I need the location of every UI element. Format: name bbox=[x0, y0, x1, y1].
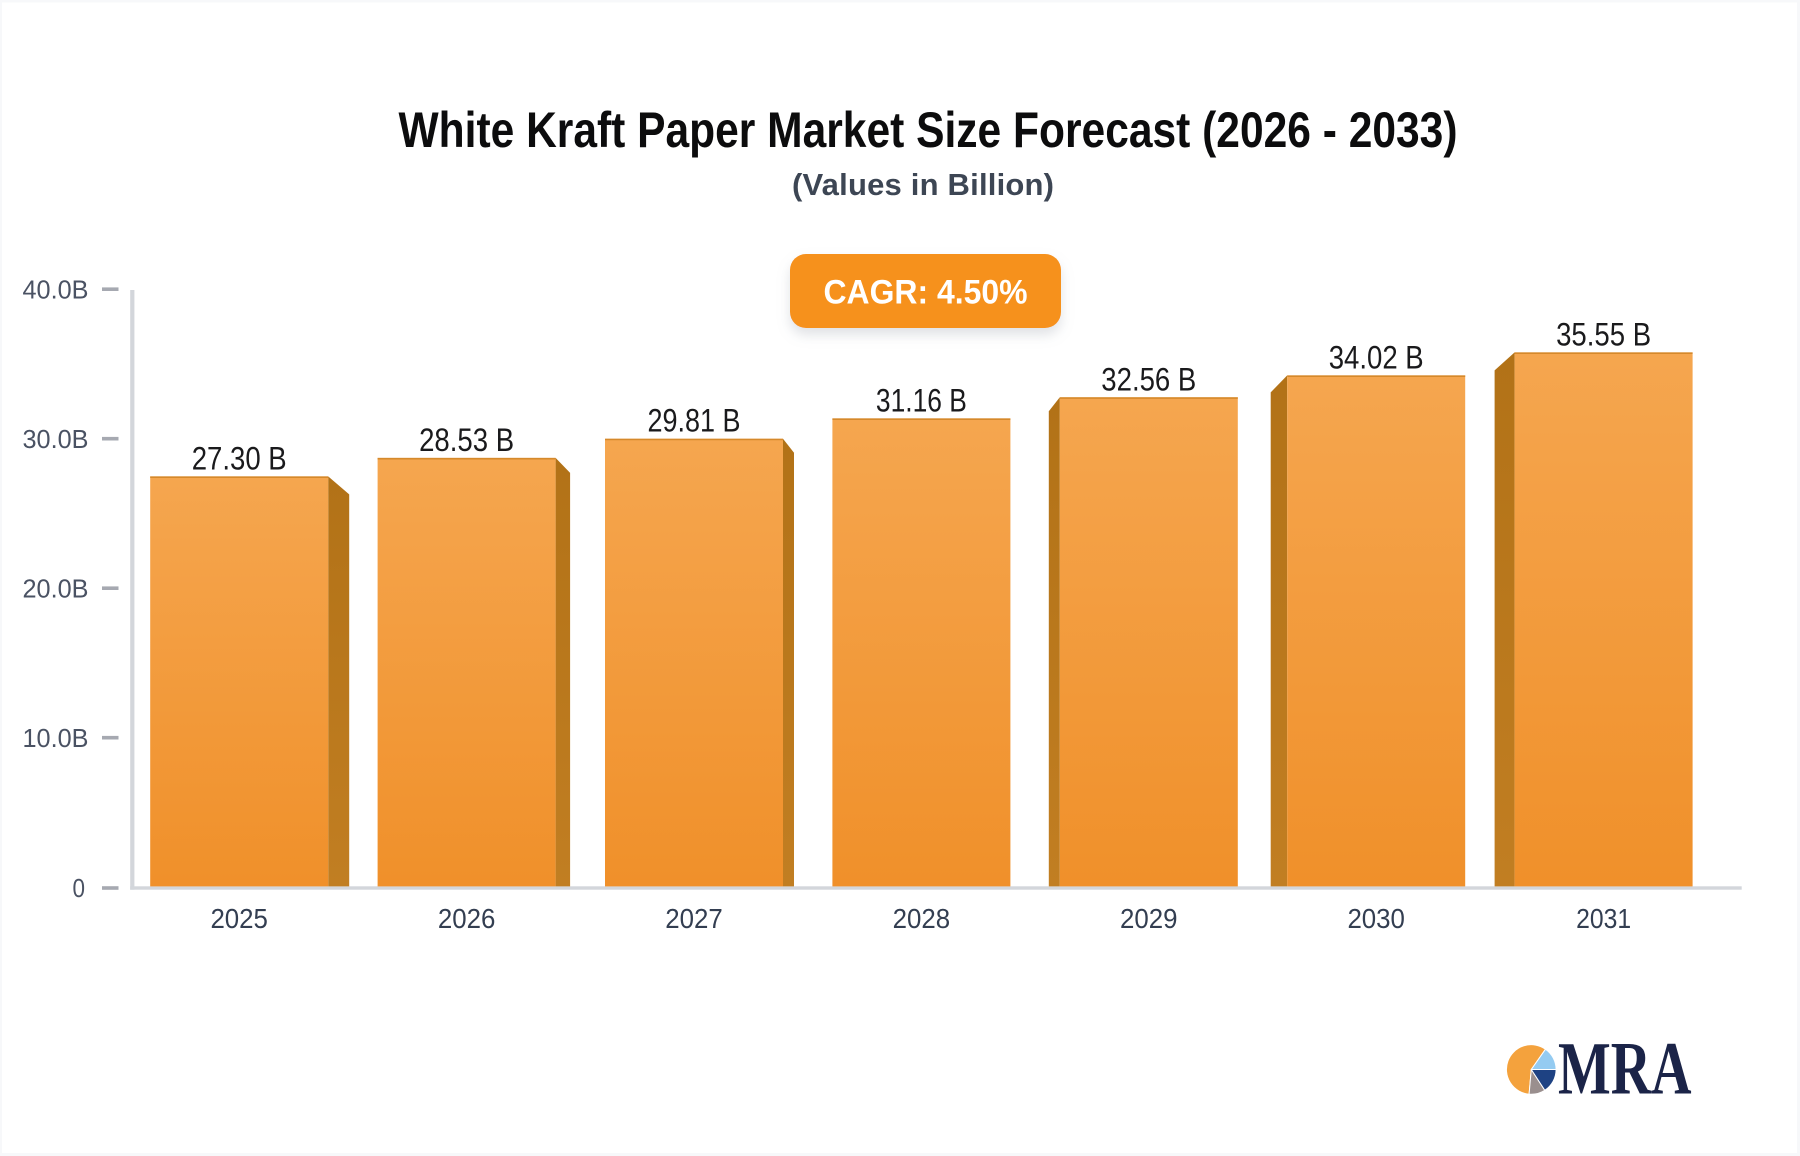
svg-text:MRA: MRA bbox=[1558, 1026, 1692, 1110]
svg-text:0: 0 bbox=[73, 873, 86, 903]
svg-text:28.53 B: 28.53 B bbox=[419, 422, 514, 458]
svg-text:34.02 B: 34.02 B bbox=[1329, 339, 1424, 375]
svg-text:2030: 2030 bbox=[1347, 903, 1405, 934]
svg-text:2025: 2025 bbox=[210, 903, 268, 934]
svg-text:CAGR: 4.50%: CAGR: 4.50% bbox=[824, 274, 1028, 312]
svg-text:2027: 2027 bbox=[665, 903, 723, 934]
svg-text:27.30 B: 27.30 B bbox=[192, 440, 287, 476]
svg-text:20.0B: 20.0B bbox=[23, 573, 89, 603]
svg-text:10.0B: 10.0B bbox=[23, 723, 89, 753]
svg-text:2031: 2031 bbox=[1576, 903, 1631, 934]
svg-text:30.0B: 30.0B bbox=[23, 424, 89, 454]
svg-text:35.55 B: 35.55 B bbox=[1556, 316, 1651, 352]
svg-text:2028: 2028 bbox=[893, 903, 951, 934]
svg-text:White Kraft Paper Market Size: White Kraft Paper Market Size Forecast (… bbox=[399, 102, 1458, 158]
svg-text:31.16 B: 31.16 B bbox=[876, 382, 967, 418]
svg-text:32.56 B: 32.56 B bbox=[1101, 361, 1196, 397]
svg-text:(Values in Billion): (Values in Billion) bbox=[792, 167, 1054, 202]
svg-text:29.81 B: 29.81 B bbox=[648, 403, 741, 439]
svg-text:2029: 2029 bbox=[1120, 903, 1178, 934]
svg-text:40.0B: 40.0B bbox=[23, 274, 89, 304]
svg-text:2026: 2026 bbox=[438, 903, 496, 934]
